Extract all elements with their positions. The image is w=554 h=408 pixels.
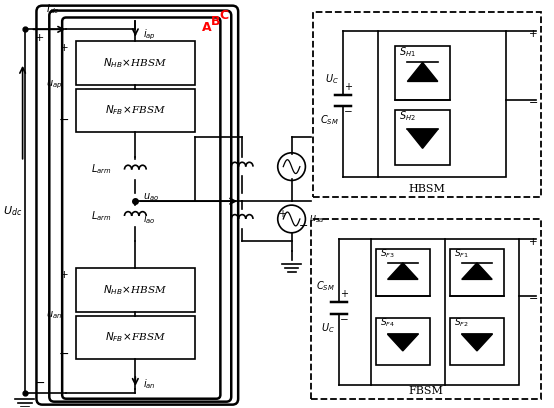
Text: $N_{HB}\!\times\!$HBSM: $N_{HB}\!\times\!$HBSM <box>103 56 167 70</box>
Polygon shape <box>388 334 418 351</box>
Text: $u_{sa}$: $u_{sa}$ <box>309 213 325 225</box>
Text: +: + <box>529 237 538 247</box>
Text: +: + <box>60 270 69 280</box>
Text: $u_{ap}$: $u_{ap}$ <box>46 78 63 91</box>
Text: HBSM: HBSM <box>409 184 445 194</box>
Polygon shape <box>407 62 438 82</box>
Text: +: + <box>278 209 286 219</box>
Bar <box>450 318 504 365</box>
Text: $S_{F2}$: $S_{F2}$ <box>454 317 469 329</box>
Text: $i_{ao}$: $i_{ao}$ <box>143 212 156 226</box>
Text: −: − <box>343 107 352 118</box>
Bar <box>450 248 504 296</box>
Polygon shape <box>407 129 438 149</box>
Bar <box>396 46 450 100</box>
Text: $N_{FB}\!\times\!$FBSM: $N_{FB}\!\times\!$FBSM <box>105 330 166 344</box>
Bar <box>76 268 194 312</box>
Text: −: − <box>529 98 538 109</box>
Bar <box>311 219 541 399</box>
Text: FBSM: FBSM <box>409 386 444 396</box>
Text: $i_{ap}$: $i_{ap}$ <box>143 28 156 42</box>
Bar <box>76 41 194 84</box>
FancyBboxPatch shape <box>62 18 220 399</box>
Text: +: + <box>60 43 69 53</box>
Text: $u_{an}$: $u_{an}$ <box>46 309 63 321</box>
Text: $U_C$: $U_C$ <box>325 72 339 86</box>
FancyBboxPatch shape <box>49 11 231 401</box>
Text: −: − <box>34 377 45 390</box>
Text: −: − <box>340 315 348 325</box>
Text: $S_{F3}$: $S_{F3}$ <box>379 247 394 260</box>
Text: +: + <box>529 29 538 39</box>
Text: $N_{FB}\!\times\!$FBSM: $N_{FB}\!\times\!$FBSM <box>105 104 166 117</box>
Text: $C_{SM}$: $C_{SM}$ <box>320 113 339 127</box>
Bar <box>378 31 506 177</box>
Text: $S_{H2}$: $S_{H2}$ <box>399 109 416 123</box>
Text: −: − <box>59 114 69 127</box>
Polygon shape <box>461 263 492 279</box>
FancyBboxPatch shape <box>37 6 238 405</box>
Text: $L_{arm}$: $L_{arm}$ <box>91 163 111 177</box>
Text: $S_{F4}$: $S_{F4}$ <box>379 317 394 329</box>
Text: +: + <box>344 82 352 92</box>
Text: C: C <box>220 9 229 22</box>
Polygon shape <box>461 334 492 351</box>
Bar <box>314 11 541 197</box>
Text: −: − <box>529 294 538 304</box>
Text: A: A <box>202 21 211 34</box>
Text: $S_{F1}$: $S_{F1}$ <box>454 247 469 260</box>
Text: $U_C$: $U_C$ <box>321 321 335 335</box>
Text: $u_{ao}$: $u_{ao}$ <box>143 191 160 203</box>
Text: $S_{H1}$: $S_{H1}$ <box>399 45 416 59</box>
Bar <box>76 89 194 132</box>
Text: $i_{an}$: $i_{an}$ <box>143 377 156 391</box>
Bar <box>371 239 519 385</box>
Text: $N_{HB}\!\times\!$HBSM: $N_{HB}\!\times\!$HBSM <box>103 283 167 297</box>
Text: −: − <box>299 221 308 231</box>
Text: $U_{dc}$: $U_{dc}$ <box>3 204 22 218</box>
Text: B: B <box>211 15 220 28</box>
Text: +: + <box>34 33 44 43</box>
Bar <box>396 110 450 165</box>
Polygon shape <box>388 263 418 279</box>
Text: $L_{arm}$: $L_{arm}$ <box>91 209 111 223</box>
Bar <box>376 318 430 365</box>
Text: +: + <box>340 289 348 299</box>
Bar <box>376 248 430 296</box>
Text: −: − <box>59 348 69 361</box>
Text: $C_{SM}$: $C_{SM}$ <box>316 279 335 293</box>
Text: $I_{dc}$: $I_{dc}$ <box>47 3 60 16</box>
Bar <box>76 316 194 359</box>
